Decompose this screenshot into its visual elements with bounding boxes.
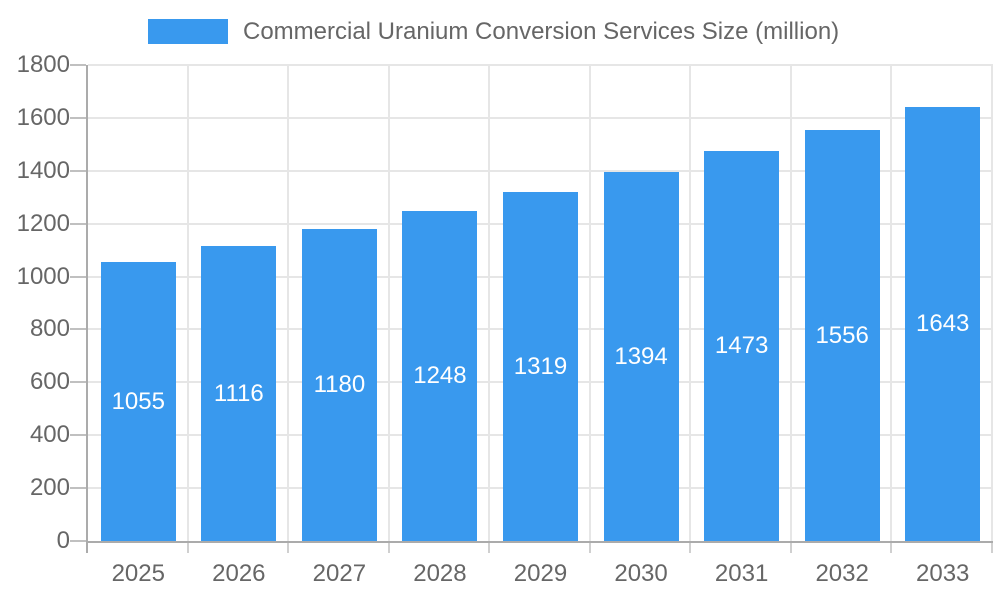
y-tick-label: 1400 [16, 156, 70, 184]
y-gridline [88, 64, 993, 66]
x-tick-mark [287, 541, 290, 553]
y-tick-mark [70, 434, 86, 437]
bar-2033[interactable] [905, 107, 981, 541]
y-tick-mark [70, 487, 86, 490]
bar-2025[interactable] [100, 262, 176, 541]
y-tick-mark [70, 328, 86, 331]
y-tick-mark [70, 169, 86, 172]
x-gridline [689, 65, 692, 541]
y-tick-label: 1200 [16, 209, 70, 237]
x-tick-label: 2030 [614, 560, 668, 587]
y-tick-label: 1800 [16, 51, 70, 78]
legend-swatch [148, 19, 228, 44]
bar-2030[interactable] [603, 172, 679, 541]
x-gridline [991, 65, 993, 541]
x-tick-mark [890, 541, 893, 553]
bar-2027[interactable] [301, 229, 377, 541]
y-tick-mark [70, 222, 86, 225]
y-tick-mark [70, 64, 86, 66]
y-tick-label: 400 [29, 421, 70, 449]
y-tick-label: 0 [56, 527, 70, 554]
x-tick-mark [588, 541, 591, 553]
y-gridline [88, 116, 993, 119]
x-tick-label: 2031 [714, 560, 769, 587]
bar-2028[interactable] [402, 211, 478, 541]
x-tick-mark [186, 541, 189, 553]
x-tick-mark [488, 541, 491, 553]
y-axis-line [86, 65, 88, 553]
y-tick-label: 800 [29, 315, 70, 343]
x-tick-label: 2025 [111, 560, 165, 587]
x-tick-label: 2028 [413, 560, 467, 587]
x-tick-mark [789, 541, 792, 553]
y-tick-label: 1600 [16, 103, 70, 131]
x-tick-mark [387, 541, 390, 553]
x-gridline [588, 65, 591, 541]
y-tick-mark [70, 116, 86, 119]
y-tick-mark [70, 540, 86, 542]
x-tick-label: 2033 [916, 560, 970, 587]
x-tick-label: 2026 [212, 560, 266, 587]
x-tick-mark [991, 541, 993, 553]
x-tick-label: 2029 [513, 560, 568, 587]
legend[interactable]: Commercial Uranium Conversion Services S… [148, 17, 840, 45]
y-tick-mark [70, 275, 86, 278]
y-tick-label: 1000 [16, 262, 70, 290]
x-gridline [387, 65, 390, 541]
x-tick-label: 2027 [312, 560, 367, 587]
y-tick-mark [70, 381, 86, 384]
x-axis-line [86, 541, 993, 543]
bar-2031[interactable] [704, 151, 780, 541]
x-tick-label: 2032 [815, 560, 869, 587]
legend-label: Commercial Uranium Conversion Services S… [243, 17, 840, 45]
x-gridline [186, 65, 189, 541]
x-gridline [890, 65, 893, 541]
x-gridline [789, 65, 792, 541]
bar-2026[interactable] [201, 246, 277, 541]
plot-area: 0 200 400 600 800 1000 1200 1400 1600 1800 1055 202… [17, 53, 993, 586]
bar-2029[interactable] [503, 192, 578, 541]
y-tick-label: 600 [29, 368, 70, 396]
x-gridline [287, 65, 290, 541]
x-gridline [488, 65, 491, 541]
x-tick-mark [86, 541, 88, 553]
x-tick-mark [689, 541, 692, 553]
y-tick-label: 200 [29, 474, 70, 502]
bar-2032[interactable] [804, 130, 880, 541]
